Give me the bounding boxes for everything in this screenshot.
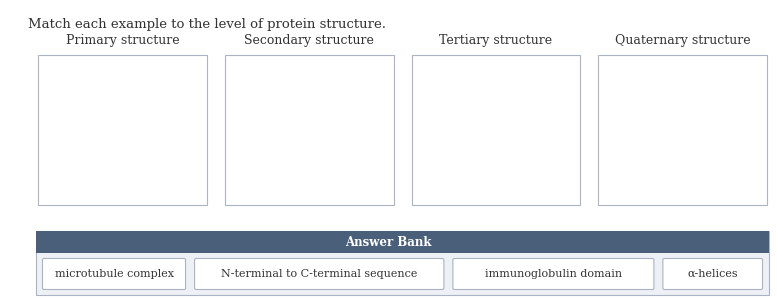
FancyBboxPatch shape bbox=[194, 258, 444, 289]
Text: microtubule complex: microtubule complex bbox=[54, 269, 173, 279]
Bar bbox=[36, 231, 769, 295]
Text: Secondary structure: Secondary structure bbox=[244, 34, 374, 47]
Text: Tertiary structure: Tertiary structure bbox=[439, 34, 552, 47]
Text: Match each example to the level of protein structure.: Match each example to the level of prote… bbox=[28, 18, 386, 31]
FancyBboxPatch shape bbox=[43, 258, 186, 289]
Bar bbox=[598, 55, 767, 205]
FancyBboxPatch shape bbox=[663, 258, 762, 289]
Text: Answer Bank: Answer Bank bbox=[345, 235, 432, 249]
Bar bbox=[36, 231, 769, 253]
Bar bbox=[225, 55, 393, 205]
Text: N-terminal to C-terminal sequence: N-terminal to C-terminal sequence bbox=[221, 269, 417, 279]
Bar bbox=[412, 55, 580, 205]
FancyBboxPatch shape bbox=[453, 258, 654, 289]
Text: Quaternary structure: Quaternary structure bbox=[615, 34, 751, 47]
Text: α-helices: α-helices bbox=[688, 269, 738, 279]
Text: immunoglobulin domain: immunoglobulin domain bbox=[485, 269, 622, 279]
Bar bbox=[38, 55, 207, 205]
Text: Primary structure: Primary structure bbox=[65, 34, 179, 47]
